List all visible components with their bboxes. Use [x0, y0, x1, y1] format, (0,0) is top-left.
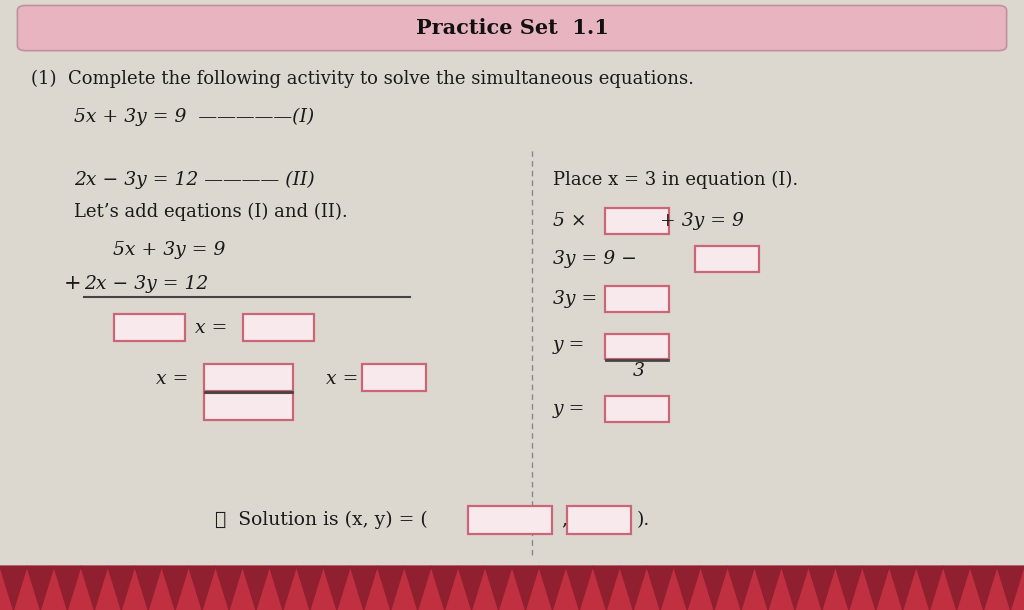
- Text: 5x + 3y = 9  —————(I): 5x + 3y = 9 —————(I): [74, 108, 314, 126]
- Polygon shape: [647, 566, 674, 610]
- FancyBboxPatch shape: [468, 506, 552, 534]
- Text: x =: x =: [156, 370, 188, 389]
- Polygon shape: [728, 566, 755, 610]
- Polygon shape: [539, 566, 566, 610]
- Polygon shape: [916, 566, 943, 610]
- Polygon shape: [593, 566, 620, 610]
- FancyBboxPatch shape: [114, 314, 185, 341]
- Polygon shape: [54, 566, 81, 610]
- Polygon shape: [674, 566, 700, 610]
- Polygon shape: [566, 566, 593, 610]
- Polygon shape: [431, 566, 458, 610]
- Polygon shape: [404, 566, 431, 610]
- Text: y =: y =: [553, 336, 586, 354]
- Polygon shape: [216, 566, 243, 610]
- Text: (1)  Complete the following activity to solve the simultaneous equations.: (1) Complete the following activity to s…: [31, 70, 693, 88]
- Text: Place x = 3 in equation (I).: Place x = 3 in equation (I).: [553, 171, 799, 189]
- Text: +: +: [63, 274, 81, 293]
- Polygon shape: [970, 566, 997, 610]
- Text: 3y = 9 −: 3y = 9 −: [553, 250, 637, 268]
- FancyBboxPatch shape: [17, 5, 1007, 51]
- Polygon shape: [889, 566, 916, 610]
- Polygon shape: [620, 566, 647, 610]
- Bar: [0, 566, 1024, 610]
- Polygon shape: [162, 566, 188, 610]
- Polygon shape: [943, 566, 970, 610]
- Polygon shape: [862, 566, 889, 610]
- Polygon shape: [81, 566, 108, 610]
- Text: 3: 3: [633, 362, 645, 380]
- FancyBboxPatch shape: [605, 334, 669, 359]
- FancyBboxPatch shape: [362, 364, 426, 391]
- Polygon shape: [324, 566, 350, 610]
- Text: 3y =: 3y =: [553, 290, 597, 308]
- FancyBboxPatch shape: [605, 286, 669, 312]
- Text: x =: x =: [326, 370, 358, 389]
- Text: ).: ).: [637, 511, 650, 529]
- Text: + 3y = 9: + 3y = 9: [660, 212, 744, 230]
- Text: y =: y =: [553, 400, 586, 418]
- Polygon shape: [458, 566, 485, 610]
- Text: 5 ×: 5 ×: [553, 212, 587, 230]
- Polygon shape: [0, 566, 27, 610]
- Polygon shape: [781, 566, 808, 610]
- Text: ∴  Solution is (x, y) = (: ∴ Solution is (x, y) = (: [215, 511, 428, 529]
- FancyBboxPatch shape: [243, 314, 314, 341]
- Polygon shape: [700, 566, 728, 610]
- Polygon shape: [27, 566, 54, 610]
- FancyBboxPatch shape: [605, 208, 669, 234]
- Text: Practice Set  1.1: Practice Set 1.1: [416, 18, 608, 38]
- Polygon shape: [512, 566, 539, 610]
- Polygon shape: [296, 566, 324, 610]
- Text: x =: x =: [195, 319, 227, 337]
- FancyBboxPatch shape: [605, 396, 669, 422]
- Polygon shape: [108, 566, 135, 610]
- FancyBboxPatch shape: [695, 246, 759, 272]
- Polygon shape: [997, 566, 1024, 610]
- Polygon shape: [188, 566, 216, 610]
- Polygon shape: [243, 566, 269, 610]
- Polygon shape: [350, 566, 377, 610]
- Polygon shape: [485, 566, 512, 610]
- Polygon shape: [808, 566, 836, 610]
- Polygon shape: [377, 566, 404, 610]
- Text: 5x + 3y = 9: 5x + 3y = 9: [113, 241, 225, 259]
- Polygon shape: [269, 566, 296, 610]
- Text: ,: ,: [561, 511, 567, 529]
- Polygon shape: [135, 566, 162, 610]
- Text: 2x − 3y = 12: 2x − 3y = 12: [84, 274, 208, 293]
- Text: Let’s add eqations (I) and (II).: Let’s add eqations (I) and (II).: [74, 203, 347, 221]
- FancyBboxPatch shape: [204, 364, 293, 391]
- FancyBboxPatch shape: [567, 506, 631, 534]
- Text: 2x − 3y = 12 ———— (II): 2x − 3y = 12 ———— (II): [74, 171, 314, 189]
- Polygon shape: [755, 566, 781, 610]
- Polygon shape: [836, 566, 862, 610]
- FancyBboxPatch shape: [204, 393, 293, 420]
